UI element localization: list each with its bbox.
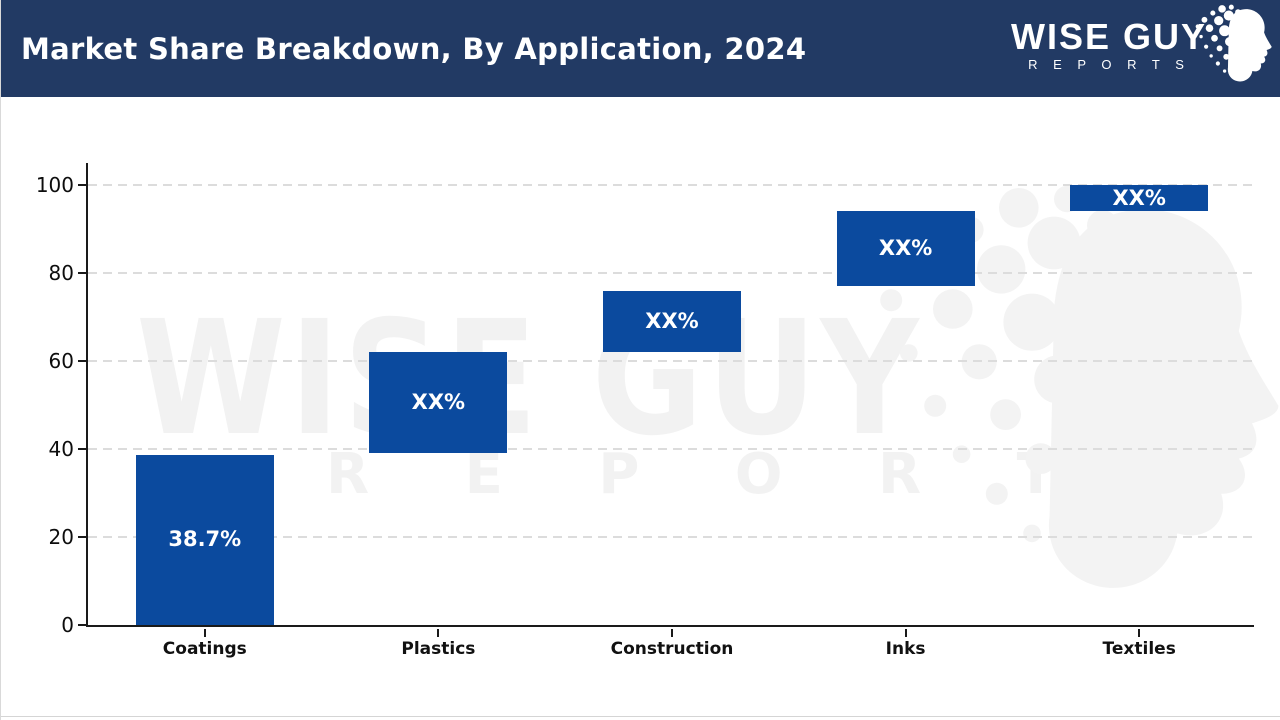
page-title: Market Share Breakdown, By Application, …: [21, 31, 807, 66]
x-tick-mark: [203, 629, 206, 637]
bar-inks: XX%: [836, 211, 975, 287]
x-axis-label-textiles: Textiles: [1102, 639, 1176, 659]
x-axis-label-plastics: Plastics: [401, 639, 476, 659]
y-tick-mark: [78, 184, 86, 186]
y-axis-tick-label: 0: [61, 613, 74, 637]
gridline-100: [88, 184, 1254, 186]
x-tick-mark: [437, 629, 440, 637]
bar-value-label: 38.7%: [168, 527, 242, 552]
bar-value-label: XX%: [411, 390, 466, 415]
y-axis-tick-label: 80: [48, 261, 74, 285]
x-tick-mark: [1138, 629, 1141, 637]
header-bar: Market Share Breakdown, By Application, …: [1, 0, 1280, 97]
logo-wordmark: WISE GUY R E P O R T S: [1011, 18, 1207, 72]
x-axis-label-coatings: Coatings: [162, 639, 247, 659]
y-tick-mark: [78, 624, 86, 626]
gridline-60: [88, 360, 1254, 362]
y-tick-mark: [78, 448, 86, 450]
logo-line-reports: R E P O R T S: [1028, 56, 1190, 72]
gridline-20: [88, 536, 1254, 538]
y-tick-mark: [78, 272, 86, 274]
bottom-divider: [1, 716, 1280, 717]
bar-value-label: XX%: [645, 308, 699, 333]
x-axis-label-inks: Inks: [885, 639, 926, 659]
plot-area: 0 20 40 60 80 100 38.7% Coatings XX% Plastics XX% C…: [36, 163, 1254, 659]
chart-region: WISE GUY R E P O R T S 0 20 40 60 80 100 38.7%…: [1, 97, 1280, 720]
gridline-40: [88, 448, 1254, 450]
bar-coatings: 38.7%: [135, 454, 274, 625]
bar-value-label: XX%: [1112, 185, 1166, 210]
logo-line-wiseguy: WISE GUY: [1010, 16, 1207, 58]
y-tick-mark: [78, 360, 86, 362]
gridline-80: [88, 272, 1254, 274]
x-tick-mark: [671, 629, 673, 637]
bar-construction: XX%: [603, 290, 741, 353]
y-axis-tick-label: 40: [48, 437, 74, 461]
y-axis-tick-label: 100: [35, 173, 74, 197]
x-tick-mark: [904, 629, 907, 637]
y-axis-tick-label: 60: [48, 349, 74, 373]
bar-plastics: XX%: [369, 352, 508, 454]
y-tick-mark: [78, 536, 86, 538]
y-axis-tick-label: 20: [48, 525, 74, 549]
x-axis-label-construction: Construction: [610, 639, 734, 659]
bar-value-label: XX%: [878, 236, 933, 261]
wiseguy-logo: WISE GUY R E P O R T S: [1011, 2, 1275, 88]
bar-textiles: XX%: [1070, 185, 1209, 212]
